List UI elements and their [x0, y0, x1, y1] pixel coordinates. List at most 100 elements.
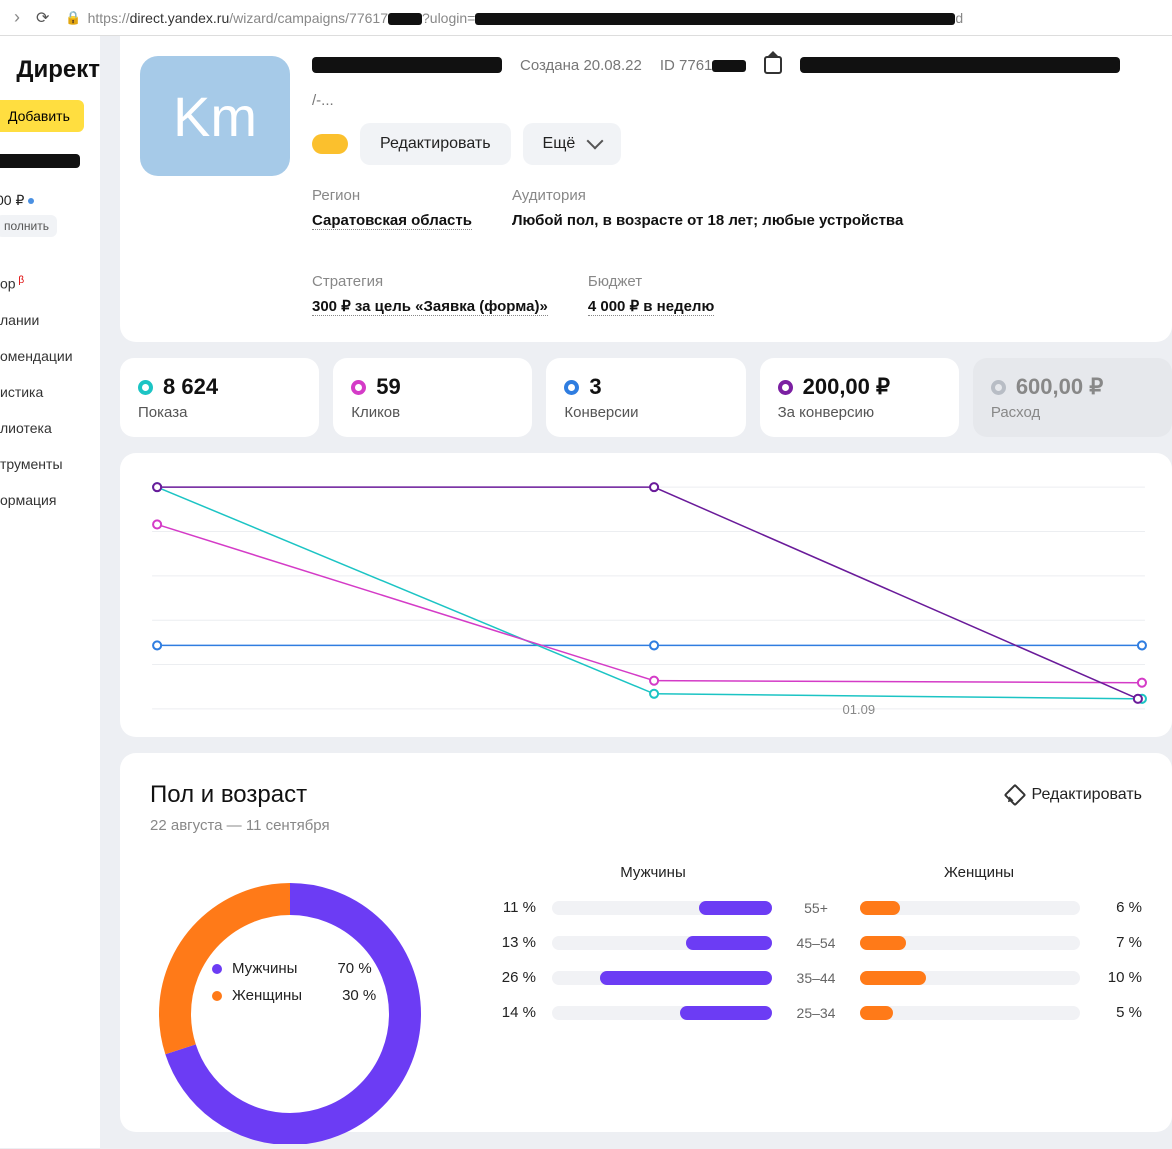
info-value: 300 ₽ за цель «Заявка (форма)»	[312, 296, 548, 319]
demographics-card: Пол и возраст Редактировать 22 августа —…	[120, 753, 1172, 1132]
info-value: Любой пол, в возрасте от 18 лет; любые у…	[512, 210, 903, 233]
stat-value: 59	[376, 374, 400, 400]
stat-label: За конверсию	[778, 404, 941, 421]
more-button[interactable]: Ещё	[523, 123, 622, 165]
redacted	[800, 57, 1120, 73]
stat-card[interactable]: 8 624 Показа	[120, 358, 319, 437]
info-col: Стратегия 300 ₽ за цель «Заявка (форма)»	[312, 273, 548, 319]
line-chart: 01.09	[142, 475, 1150, 715]
info-value: Саратовская область	[312, 210, 472, 233]
age-bars: Мужчины Женщины 11 % 55+ 6 % 13 % 45–54 7 % 26…	[490, 864, 1142, 1104]
stat-ring-icon	[991, 380, 1006, 395]
stat-ring-icon	[778, 380, 793, 395]
nav-item[interactable]: трументы	[0, 446, 100, 482]
info-col: Регион Саратовская область	[312, 187, 472, 233]
age-label: 55+	[788, 900, 844, 916]
topup-button[interactable]: полнить	[0, 215, 57, 237]
reload-icon[interactable]: ⟳	[36, 8, 49, 28]
stat-value: 600,00 ₽	[1016, 374, 1103, 400]
age-row: 13 % 45–54 7 %	[490, 934, 1142, 951]
age-label: 35–44	[788, 970, 844, 986]
add-button[interactable]: Добавить	[0, 100, 84, 132]
demo-period: 22 августа — 11 сентября	[150, 817, 1142, 834]
campaign-name-pill[interactable]	[312, 134, 348, 154]
gender-donut: Мужчины70 % Женщины30 %	[150, 864, 430, 1104]
home-icon	[764, 56, 782, 74]
created-date: Создана 20.08.22	[520, 57, 642, 74]
nav-item[interactable]: ормация	[0, 482, 100, 518]
age-label: 25–34	[788, 1005, 844, 1021]
stat-label: Показа	[138, 404, 301, 421]
info-label: Стратегия	[312, 273, 548, 290]
stat-ring-icon	[564, 380, 579, 395]
female-pct: 7 %	[1096, 934, 1142, 951]
female-pct: 6 %	[1096, 899, 1142, 916]
demo-edit-link[interactable]: Редактировать	[1007, 786, 1142, 804]
sidebar: Директ Добавить 00 ₽ полнить ор βланииом…	[0, 36, 100, 1148]
chevron-down-icon	[587, 133, 604, 150]
redacted-tail: /-...	[312, 92, 334, 109]
stat-card[interactable]: 3 Конверсии	[546, 358, 745, 437]
stat-card[interactable]: 200,00 ₽ За конверсию	[760, 358, 959, 437]
demo-title: Пол и возраст	[150, 781, 307, 809]
stats-row: 8 624 Показа 59 Кликов 3 Конверсии 200,00 ₽ За …	[120, 358, 1172, 437]
info-label: Аудитория	[512, 187, 903, 204]
lock-icon: 🔒	[65, 10, 81, 26]
age-row: 14 % 25–34 5 %	[490, 1004, 1142, 1021]
brand: Директ	[0, 48, 100, 100]
main: Km Создана 20.08.22 ID 7761 /-... Редакт…	[100, 36, 1172, 1148]
nav-item[interactable]: ор β	[0, 265, 100, 302]
stat-card[interactable]: 59 Кликов	[333, 358, 532, 437]
nav-item[interactable]: лании	[0, 302, 100, 338]
female-bar	[860, 1006, 1080, 1020]
stat-label: Конверсии	[564, 404, 727, 421]
edit-button[interactable]: Редактировать	[360, 123, 511, 165]
legend-male: Мужчины70 %	[212, 960, 376, 977]
stat-ring-icon	[351, 380, 366, 395]
stat-label: Кликов	[351, 404, 514, 421]
nav-back-icon[interactable]: ›	[14, 7, 20, 28]
campaign-logo: Km	[140, 56, 290, 176]
stat-card[interactable]: 600,00 ₽ Расход	[973, 358, 1172, 437]
info-label: Бюджет	[588, 273, 738, 290]
info-label: Регион	[312, 187, 472, 204]
pencil-icon	[1004, 784, 1027, 807]
redacted	[312, 57, 502, 73]
stat-value: 200,00 ₽	[803, 374, 890, 400]
stat-value: 3	[589, 374, 601, 400]
stat-label: Расход	[991, 404, 1154, 421]
age-label: 45–54	[788, 935, 844, 951]
nav-item[interactable]: лиотека	[0, 410, 100, 446]
male-bar	[552, 936, 772, 950]
male-bar	[552, 901, 772, 915]
female-pct: 10 %	[1096, 969, 1142, 986]
age-row: 26 % 35–44 10 %	[490, 969, 1142, 986]
campaign-id: ID 7761	[660, 57, 747, 74]
info-value: 4 000 ₽ в неделю	[588, 296, 738, 319]
male-pct: 26 %	[490, 969, 536, 986]
nav-item[interactable]: истика	[0, 374, 100, 410]
age-row: 11 % 55+ 6 %	[490, 899, 1142, 916]
redacted	[0, 154, 80, 168]
x-tick: 01.09	[843, 702, 876, 717]
col-head-male: Мужчины	[490, 864, 816, 881]
nav-item[interactable]: омендации	[0, 338, 100, 374]
male-bar	[552, 1006, 772, 1020]
male-pct: 14 %	[490, 1004, 536, 1021]
male-pct: 13 %	[490, 934, 536, 951]
info-col: Бюджет 4 000 ₽ в неделю	[588, 273, 738, 319]
info-col: Аудитория Любой пол, в возрасте от 18 лет…	[512, 187, 903, 233]
col-head-female: Женщины	[816, 864, 1142, 881]
campaign-header: Km Создана 20.08.22 ID 7761 /-... Редакт…	[120, 36, 1172, 342]
stat-value: 8 624	[163, 374, 218, 400]
browser-bar: › ⟳ 🔒 https://direct.yandex.ru/wizard/ca…	[0, 0, 1172, 36]
male-pct: 11 %	[490, 899, 536, 916]
male-bar	[552, 971, 772, 985]
address-bar[interactable]: https://direct.yandex.ru/wizard/campaign…	[88, 10, 964, 26]
female-pct: 5 %	[1096, 1004, 1142, 1021]
stat-ring-icon	[138, 380, 153, 395]
female-bar	[860, 971, 1080, 985]
female-bar	[860, 901, 1080, 915]
legend-female: Женщины30 %	[212, 987, 376, 1004]
balance: 00 ₽	[0, 192, 100, 209]
